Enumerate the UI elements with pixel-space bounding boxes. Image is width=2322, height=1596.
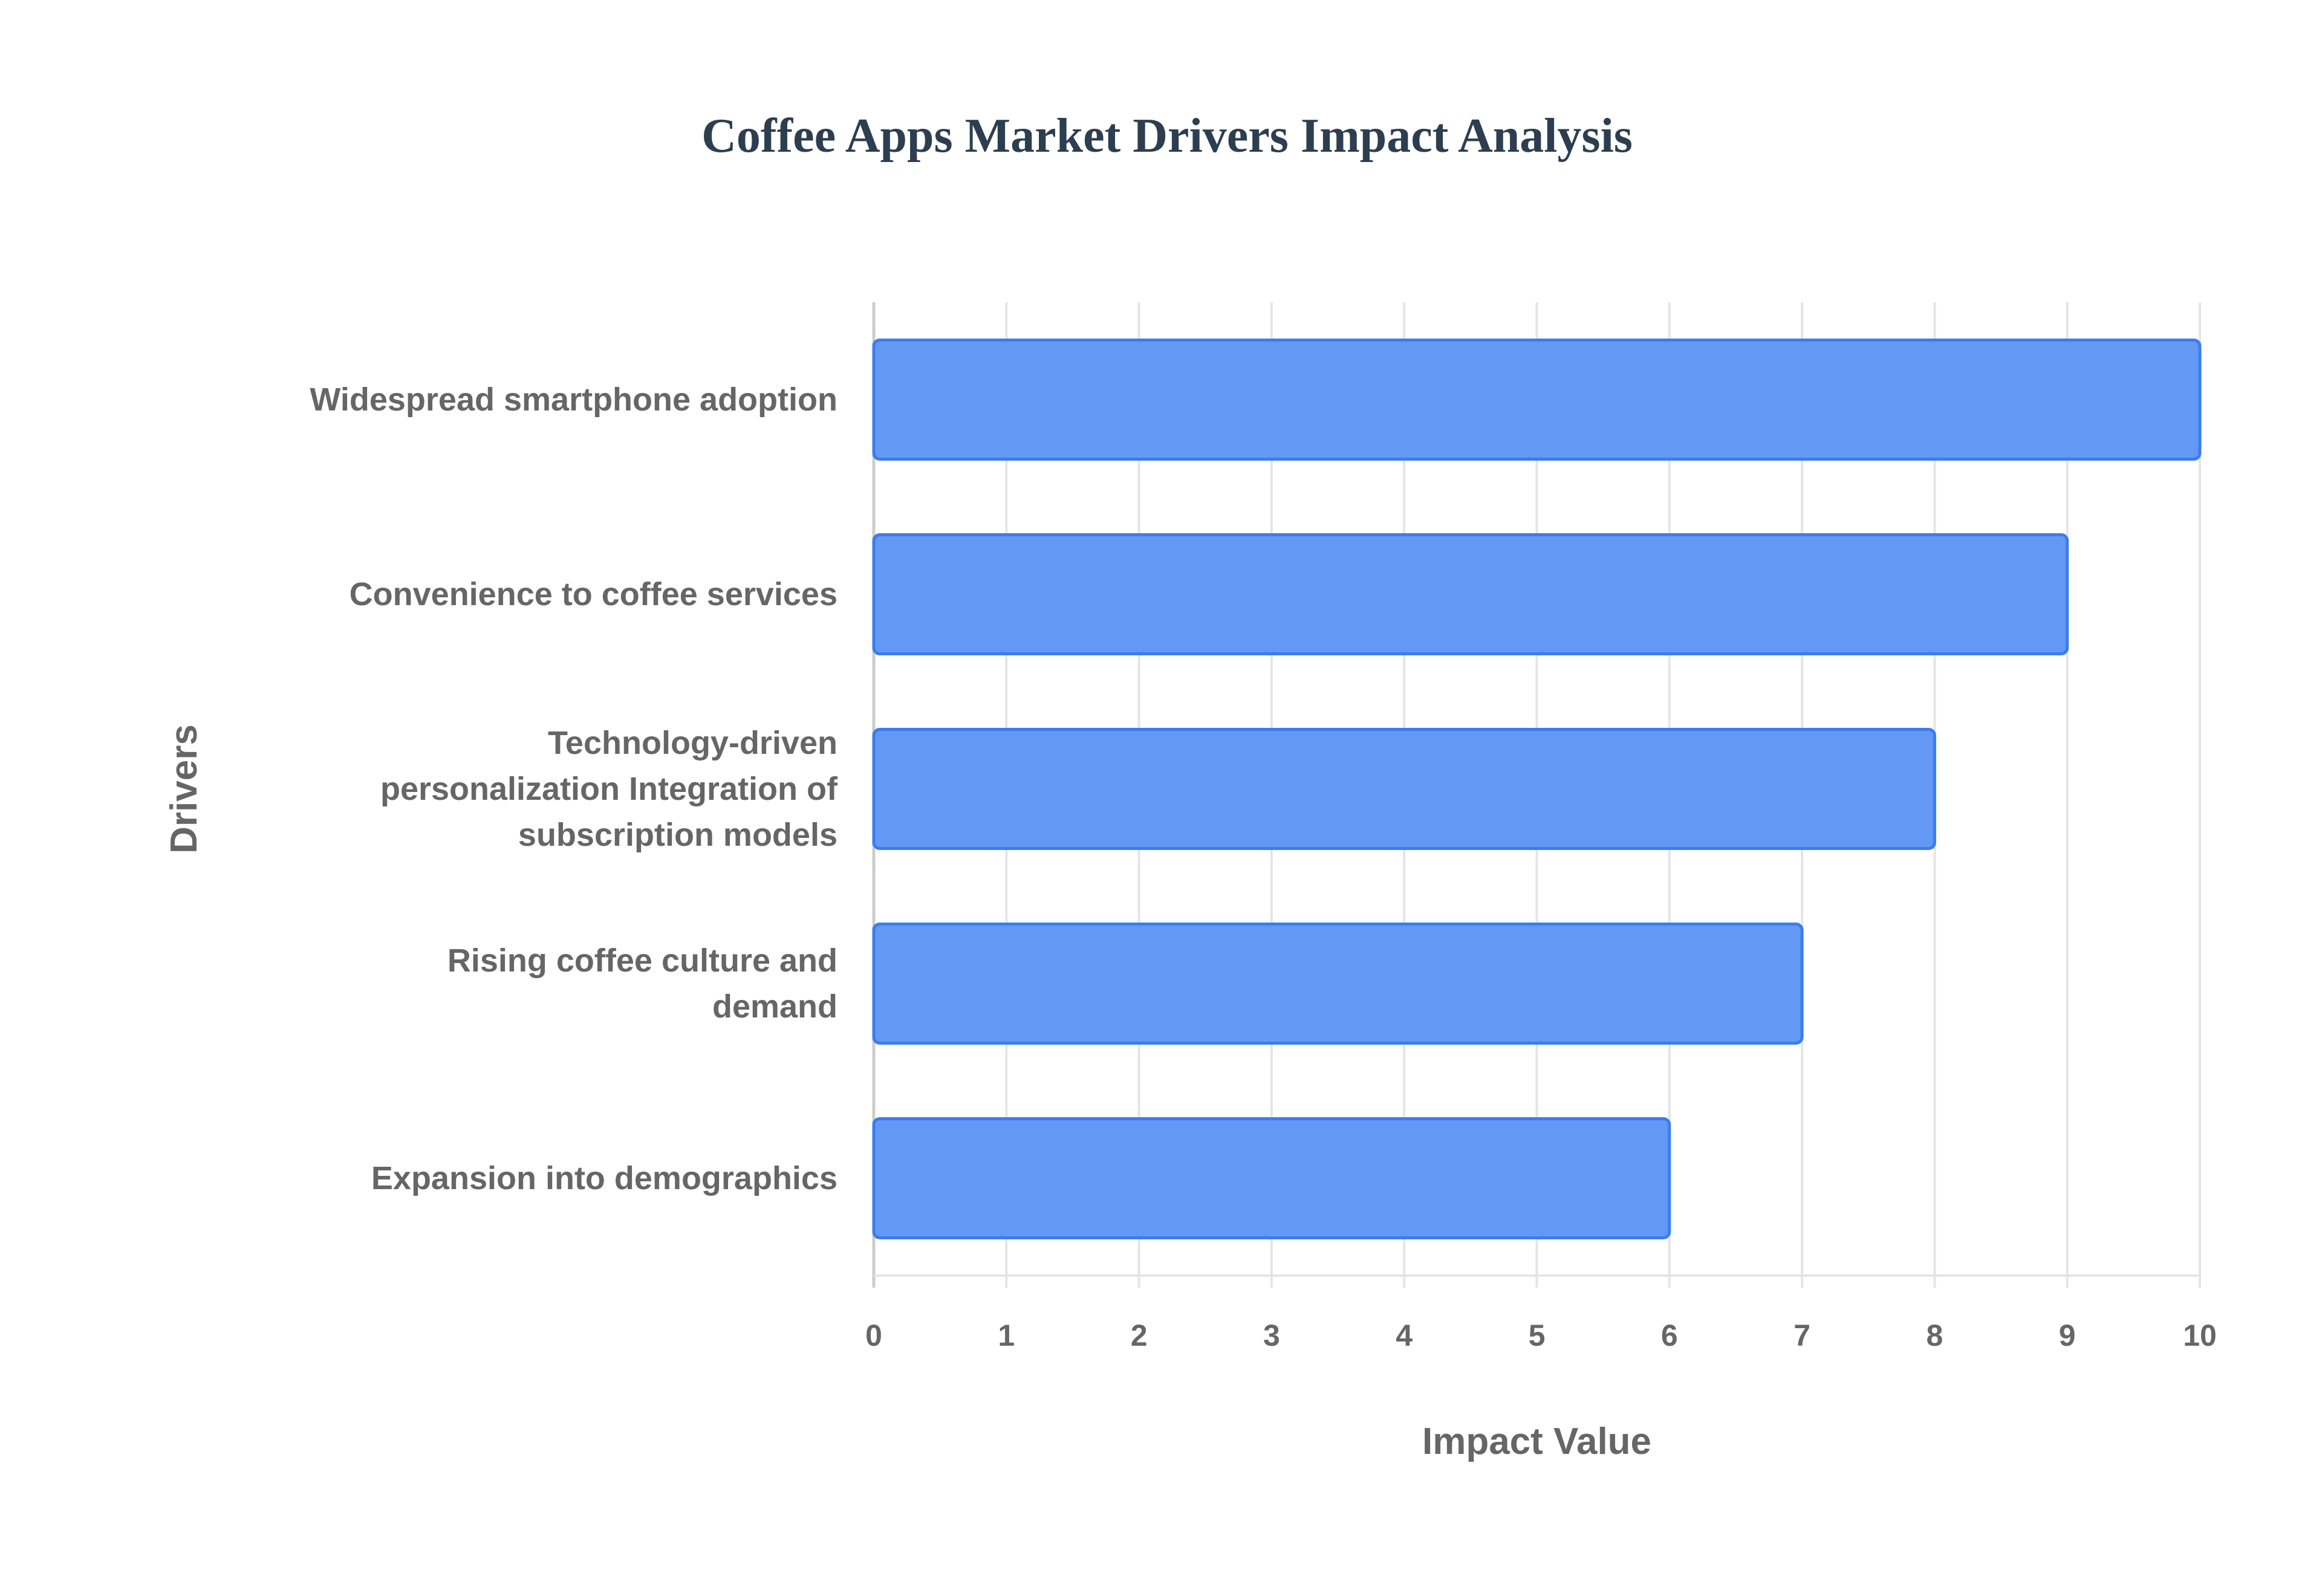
y-tick-label: Widespread smartphone adoption (310, 381, 837, 418)
y-tick-label: Convenience to coffee services (350, 576, 837, 612)
y-tick-label: subscription models (518, 817, 837, 853)
y-tick-label: Rising coffee culture and (447, 942, 837, 979)
chart-title: Coffee Apps Market Drivers Impact Analys… (701, 109, 1633, 163)
x-tick-label: 0 (865, 1319, 882, 1352)
x-tick-label: 9 (2059, 1319, 2076, 1352)
bar (872, 923, 1804, 1045)
bar (872, 1117, 1671, 1239)
y-tick-label: personalization Integration of (380, 771, 838, 807)
x-tick-label: 1 (998, 1319, 1015, 1352)
x-axis-title: Impact Value (1422, 1421, 1651, 1462)
x-tick-label: 10 (2183, 1319, 2217, 1352)
bar (872, 533, 2069, 655)
x-tick-label: 8 (1926, 1319, 1943, 1352)
x-tick-label: 3 (1263, 1319, 1280, 1352)
x-tick-label: 7 (1794, 1319, 1810, 1352)
y-axis-title: Drivers (163, 724, 205, 854)
x-tick-label: 2 (1131, 1319, 1148, 1352)
y-tick-label: demand (712, 988, 837, 1025)
x-tick-label: 4 (1396, 1319, 1413, 1352)
bar (872, 728, 1936, 850)
bar (872, 339, 2202, 461)
x-tick-label: 5 (1529, 1319, 1546, 1352)
y-tick-label: Expansion into demographics (371, 1160, 837, 1196)
x-tick-label: 6 (1661, 1319, 1678, 1352)
y-tick-label: Technology-driven (548, 725, 837, 761)
